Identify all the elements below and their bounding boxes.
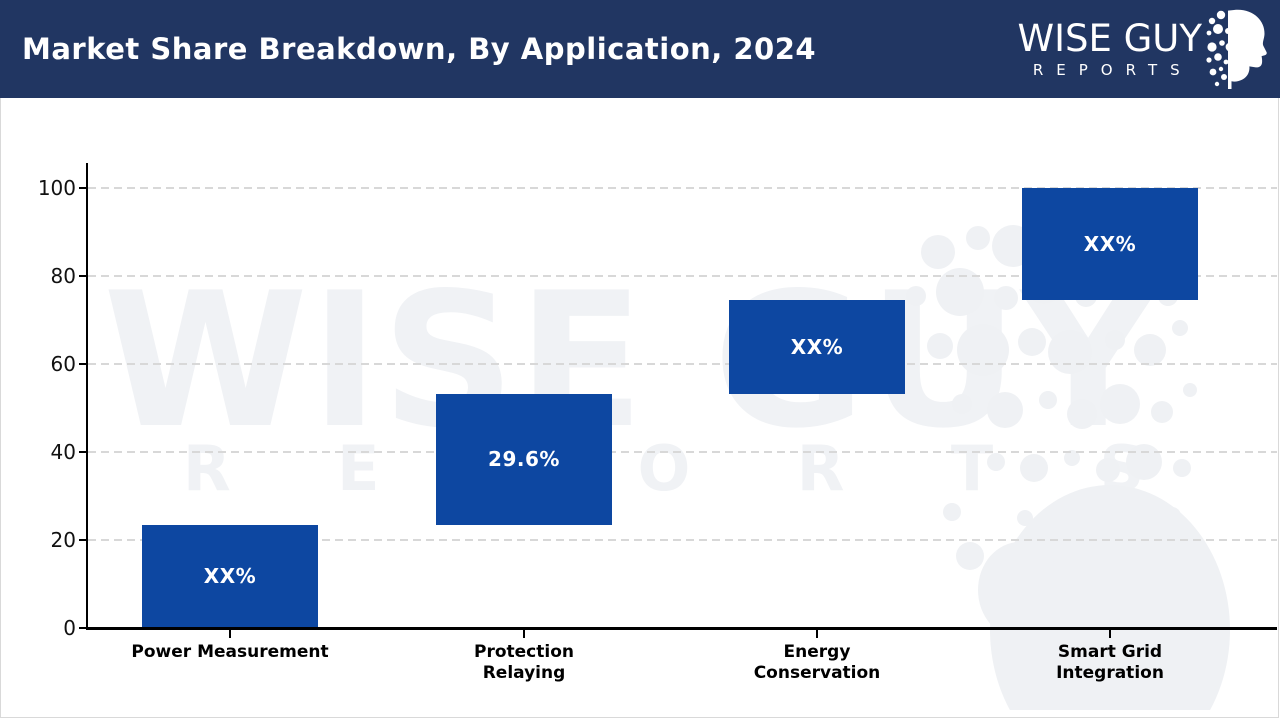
- y-tick-label: 80: [50, 264, 76, 288]
- x-axis-category-label: Protection Relaying: [474, 642, 574, 683]
- bar-value-label: XX%: [790, 335, 844, 360]
- bar-value-label: XX%: [1083, 231, 1137, 256]
- x-axis-category-label: Energy Conservation: [753, 642, 881, 683]
- y-tick-label: 40: [50, 440, 76, 464]
- y-axis-tick: [79, 539, 88, 541]
- y-axis-line: [86, 163, 88, 630]
- gridline: [88, 275, 1277, 277]
- x-axis-category-label: Smart Grid Integration: [1056, 642, 1164, 683]
- y-tick-label: 100: [37, 176, 76, 200]
- brand-name: WISE GUY: [1017, 17, 1202, 61]
- y-axis-tick: [79, 275, 88, 277]
- x-axis-tick: [523, 630, 525, 638]
- y-tick-label: 20: [50, 528, 76, 552]
- x-axis-tick: [1109, 630, 1111, 638]
- gridline: [88, 539, 1277, 541]
- brand-dotted-head-icon: [1206, 9, 1267, 89]
- gridline: [88, 451, 1277, 453]
- bar-energy-conservation: XX%: [729, 299, 905, 395]
- gridline: [88, 363, 1277, 365]
- brand-logo-text: WISE GUY REPORTS: [1017, 17, 1202, 79]
- y-tick-label: 0: [63, 616, 76, 640]
- y-axis-tick: [79, 187, 88, 189]
- x-axis-tick: [229, 630, 231, 638]
- chart-title: Market Share Breakdown, By Application, …: [22, 32, 817, 66]
- waterfall-chart: 0 20 40 60 80 100 XX% 29.6% XX% XX% Power Measurem…: [0, 98, 1280, 720]
- x-axis-category-label: Power Measurement: [131, 642, 329, 662]
- header-bar: Market Share Breakdown, By Application, …: [0, 0, 1280, 98]
- x-axis-line: [86, 627, 1277, 630]
- bar-smart-grid-integration: XX%: [1022, 188, 1198, 300]
- y-axis-tick: [79, 363, 88, 365]
- bar-protection-relaying: 29.6%: [436, 394, 612, 525]
- y-axis-tick: [79, 451, 88, 453]
- bar-power-measurement: XX%: [142, 524, 318, 628]
- brand-subtitle: REPORTS: [1032, 60, 1193, 79]
- gridline: [88, 187, 1277, 189]
- bar-value-label: XX%: [203, 564, 257, 589]
- y-axis-tick: [79, 627, 88, 629]
- brand-logo: WISE GUY REPORTS: [1018, 6, 1268, 92]
- watermark-text-secondary: R E P O R T S: [183, 432, 1192, 505]
- x-axis-tick: [816, 630, 818, 638]
- bar-value-label: 29.6%: [488, 447, 560, 472]
- y-tick-label: 60: [50, 352, 76, 376]
